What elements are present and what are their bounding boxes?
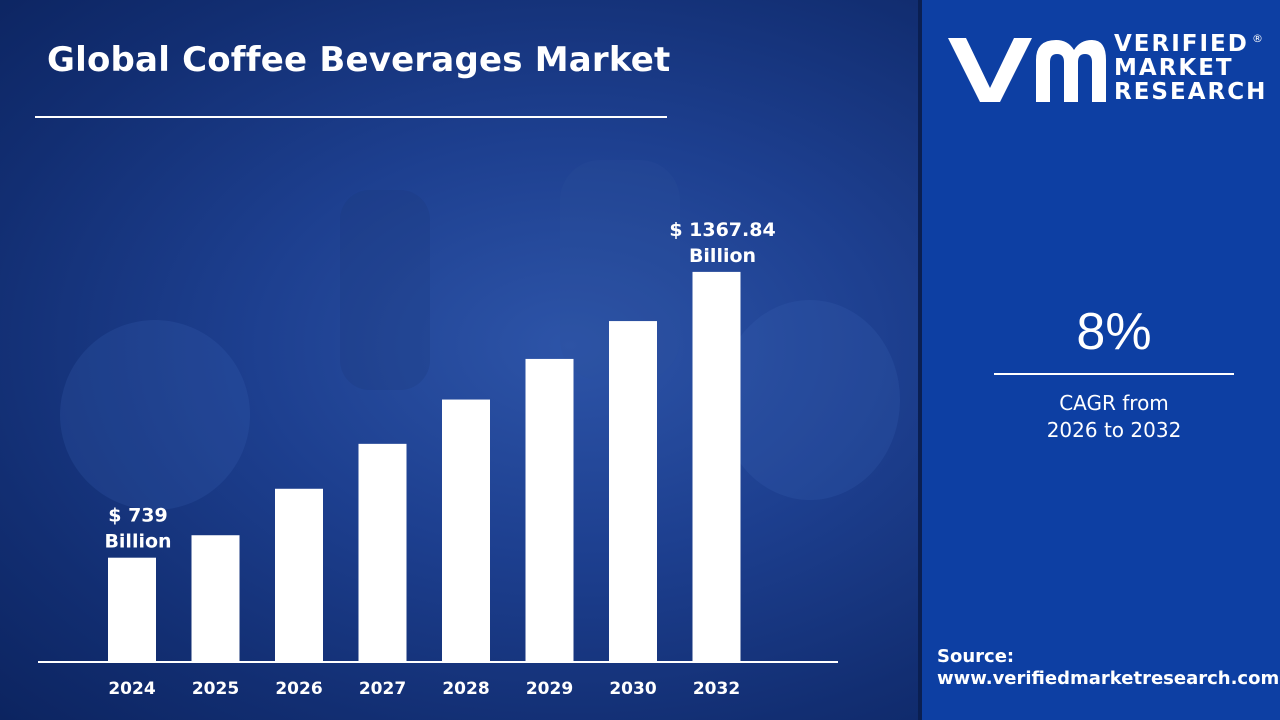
data-label-2032-line-1: $ 1367.84 <box>669 219 775 241</box>
cagr-label: CAGR from 2026 to 2032 <box>994 390 1234 444</box>
bar-2027 <box>358 443 407 662</box>
x-tick-2030: 2030 <box>609 679 656 699</box>
x-tick-2024: 2024 <box>108 679 155 699</box>
page-title: Global Coffee Beverages Market <box>47 40 671 80</box>
background-decoration <box>340 190 430 390</box>
x-tick-2028: 2028 <box>442 679 489 699</box>
bar-2025 <box>191 535 240 662</box>
background-decoration <box>60 320 250 510</box>
brand-name: VERIFIED MARKET RESEARCH <box>1114 32 1267 104</box>
chart-panel: Global Coffee Beverages Market 2024 2025 2… <box>0 0 920 720</box>
source-label: Source: <box>937 646 1015 667</box>
x-tick-2026: 2026 <box>275 679 322 699</box>
bar-2032 <box>692 271 741 662</box>
x-tick-2032: 2032 <box>693 679 740 699</box>
bar-chart: 2024 2025 2026 2027 2028 2029 2030 2032 $ 739 Bi… <box>38 219 838 699</box>
cagr-label-line-2: 2026 to 2032 <box>1046 418 1182 442</box>
background-decoration <box>720 300 900 500</box>
x-tick-2029: 2029 <box>526 679 573 699</box>
brand-line-1: VERIFIED <box>1114 31 1249 57</box>
data-label-2024-line-1: $ 739 <box>108 505 168 527</box>
data-label-2032-line-2: Billion <box>689 245 756 267</box>
cagr-value: 8% <box>1076 303 1152 361</box>
brand-line-3: RESEARCH <box>1114 79 1268 105</box>
cagr-label-line-1: CAGR from <box>1059 391 1169 415</box>
cagr-divider <box>994 373 1234 375</box>
bar-2026 <box>275 488 323 662</box>
data-label-2024-line-2: Billion <box>104 531 171 553</box>
x-tick-2027: 2027 <box>359 679 406 699</box>
bar-2028 <box>442 399 490 662</box>
source-note: Source: www.verifiedmarketresearch.com <box>937 646 1279 690</box>
brand-line-2: MARKET <box>1114 55 1234 81</box>
bar-2029 <box>525 358 574 662</box>
info-panel <box>922 0 1280 720</box>
bar-2024 <box>108 557 156 662</box>
title-underline <box>35 116 667 118</box>
x-tick-2025: 2025 <box>192 679 239 699</box>
source-url[interactable]: www.verifiedmarketresearch.com <box>937 668 1280 689</box>
panel-divider <box>918 0 922 720</box>
vmr-logo-icon <box>948 38 1106 102</box>
bar-2030 <box>609 321 657 662</box>
registered-mark: ® <box>1252 32 1263 45</box>
